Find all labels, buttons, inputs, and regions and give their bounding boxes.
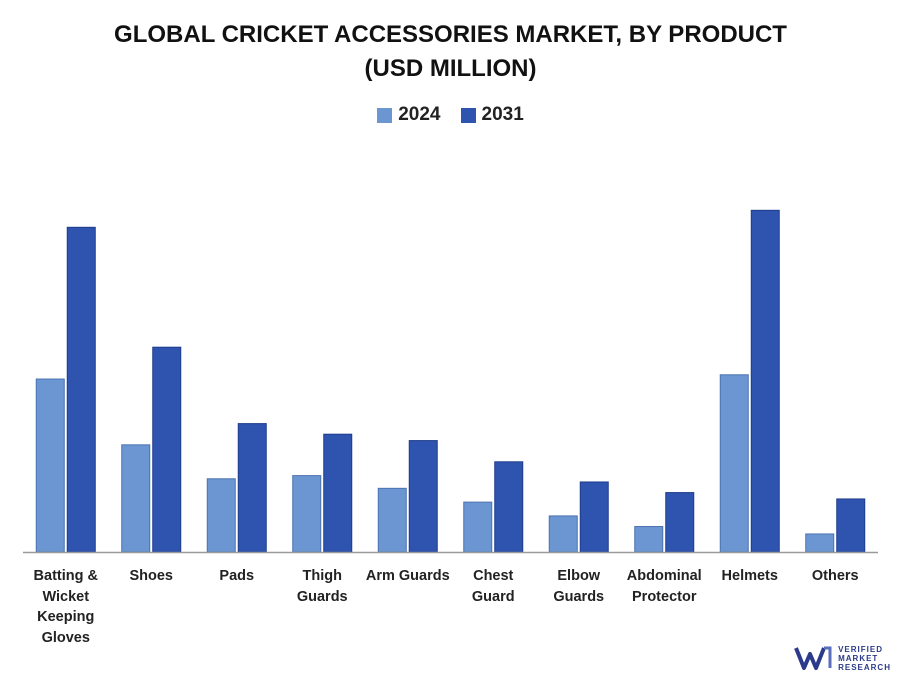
bar-2031-8 [750, 209, 780, 553]
bar-2024-4 [377, 487, 407, 553]
legend-label-2031: 2031 [481, 104, 524, 125]
category-label-6-line-1: Guards [553, 588, 605, 605]
category-label-0-line-2: Keeping [37, 609, 95, 625]
category-label-8: Helmets [705, 566, 795, 587]
bar-2031-6 [579, 481, 609, 553]
category-label-3-line-1: Guards [296, 588, 348, 605]
chart-title-line-1: GLOBAL CRICKET ACCESSORIES MARKET, BY PR… [114, 21, 787, 48]
category-label-0-line-0: Batting & [33, 568, 98, 584]
vmr-logo-line-3: RESEARCH [838, 662, 891, 672]
bar-2031-5 [494, 461, 524, 553]
category-label-0: Batting & Wicket Keeping Gloves [21, 566, 111, 648]
vmr-logo-text: VERIFIED MARKET RESEARCH [838, 645, 891, 672]
chart-title: GLOBAL CRICKET ACCESSORIES MARKET, BY PR… [0, 18, 901, 86]
bar-2031-2 [237, 423, 267, 553]
legend: 2024 2031 [0, 104, 901, 126]
category-label-2-line-0: Pads [219, 568, 255, 584]
bar-2024-9 [805, 533, 835, 553]
category-label-1-line-0: Shoes [129, 568, 173, 584]
category-label-4: Arm Guards [363, 566, 453, 587]
category-label-2: Pads [192, 566, 282, 587]
chart-title-line-2: (USD MILLION) [364, 55, 537, 82]
bar-2031-9 [836, 498, 866, 553]
category-label-8-line-0: Helmets [721, 568, 778, 584]
legend-item-2024: 2024 [377, 104, 441, 126]
bar-2024-7 [634, 526, 664, 553]
bar-2024-2 [206, 478, 236, 553]
legend-swatch-2024 [377, 107, 393, 123]
bar-2024-8 [719, 374, 749, 553]
category-label-0-line-3: Gloves [41, 629, 90, 646]
category-label-9-line-0: Others [811, 568, 859, 584]
vmr-logo-icon [794, 646, 832, 670]
bar-2024-5 [463, 501, 493, 553]
bar-2031-0 [66, 226, 96, 553]
category-label-5-line-0: Chest [473, 568, 514, 584]
category-label-4-line-0: Arm Guards [365, 568, 450, 584]
bar-2031-4 [408, 440, 438, 553]
legend-item-2031: 2031 [460, 104, 524, 126]
category-label-5-line-1: Guard [471, 588, 515, 605]
bar-2024-1 [121, 444, 151, 553]
category-label-6: Elbow Guards [534, 566, 624, 607]
bar-2024-3 [292, 475, 322, 553]
category-label-1: Shoes [106, 566, 196, 587]
category-label-3: Thigh Guards [277, 566, 367, 607]
bar-2031-1 [152, 346, 182, 553]
category-label-7: Abdominal Protector [619, 566, 709, 607]
bar-2024-6 [548, 515, 578, 553]
legend-swatch-2031 [460, 107, 476, 123]
bar-2024-0 [35, 378, 65, 553]
category-label-9: Others [790, 566, 880, 587]
vmr-logo: VERIFIED MARKET RESEARCH [794, 644, 891, 672]
category-label-7-line-1: Protector [632, 588, 697, 605]
category-label-3-line-0: Thigh [302, 568, 342, 584]
category-label-0-line-1: Wicket [42, 588, 90, 605]
category-label-7-line-0: Abdominal [626, 568, 702, 584]
category-label-6-line-0: Elbow [557, 568, 601, 584]
bar-2031-3 [323, 433, 353, 553]
vmr-logo-line-1: VERIFIED [838, 644, 883, 654]
category-label-5: Chest Guard [448, 566, 538, 607]
bar-2031-7 [665, 492, 695, 553]
vmr-logo-line-2: MARKET [838, 653, 879, 663]
legend-label-2024: 2024 [398, 104, 441, 125]
